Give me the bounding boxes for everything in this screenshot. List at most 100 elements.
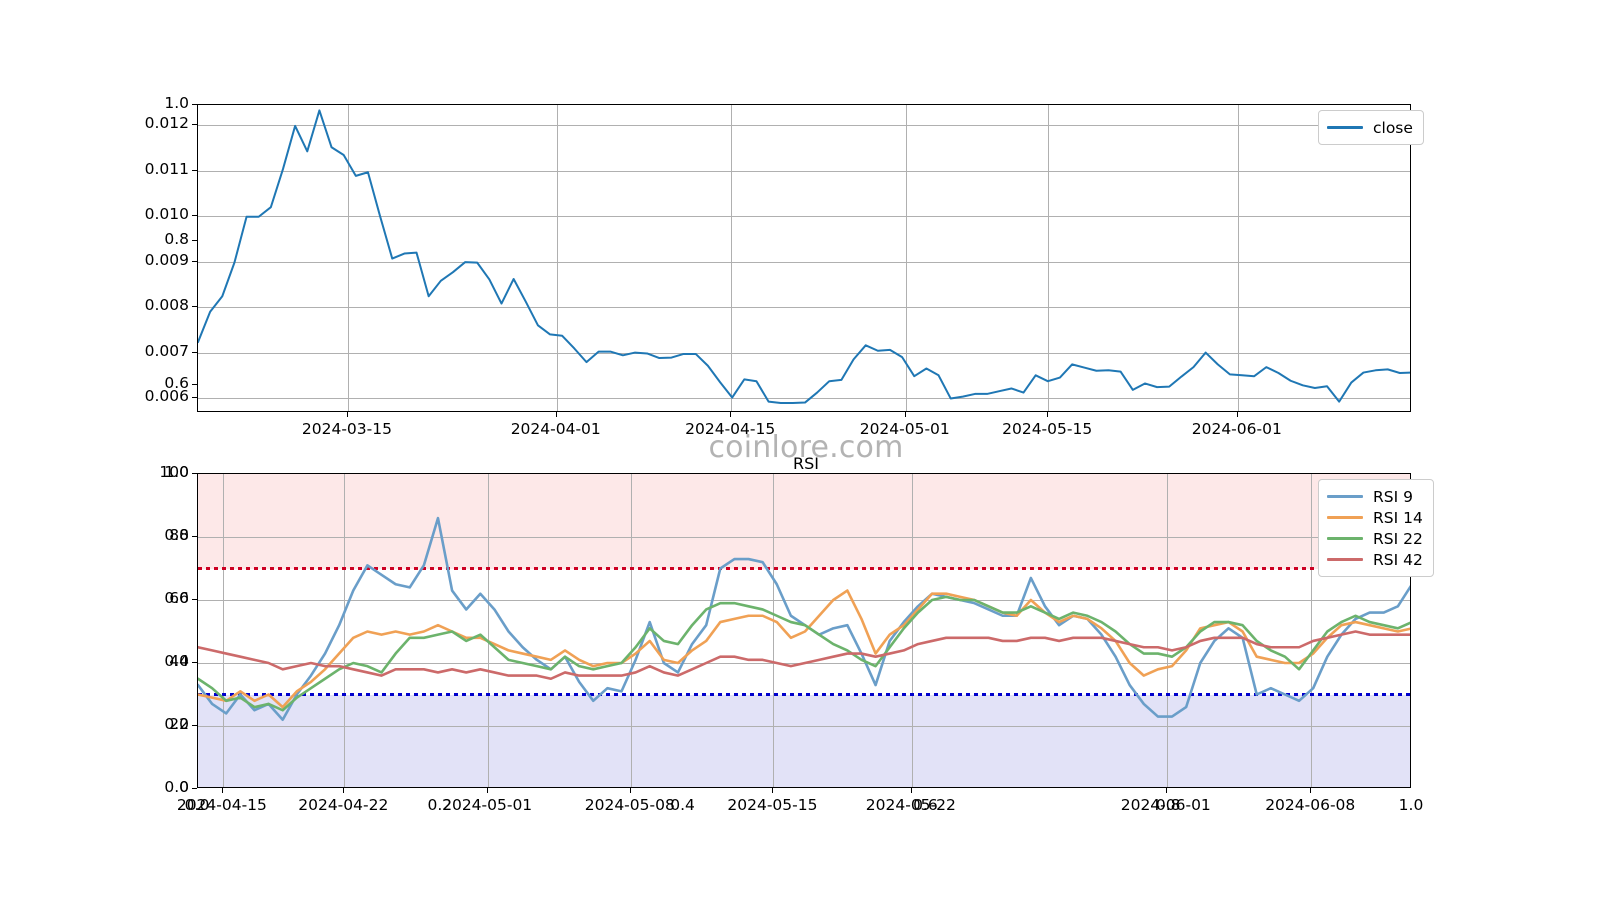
rsi-x-tick-label: 2024-05-22 <box>865 796 956 814</box>
rsi-y-tick-label: 0 <box>179 778 189 796</box>
price-y-tick-label: 0.009 <box>144 250 189 269</box>
rsi-gridline-v <box>631 474 632 787</box>
price-gridline-h <box>198 262 1410 263</box>
rsi-x-tick-label-secondary: 0.2 <box>427 796 453 814</box>
rsi-y-tick-label: 100 <box>159 463 189 481</box>
axis-tick <box>192 215 197 217</box>
price-gridline-h <box>198 216 1410 217</box>
axis-tick <box>1047 412 1049 417</box>
rsi-y-tick-label-secondary: 0.0 <box>164 778 189 796</box>
price-gridline-h <box>198 125 1410 126</box>
rsi-legend-item[interactable]: RSI 22 <box>1327 528 1423 549</box>
price-legend-item[interactable]: close <box>1327 117 1413 138</box>
axis-tick <box>1165 788 1167 793</box>
rsi-x-tick-label: 2024-06-01 <box>1120 796 1211 814</box>
price-gridline-v <box>557 105 558 411</box>
rsi-y-tick-label: 60 <box>169 589 189 607</box>
legend-label: RSI 22 <box>1373 529 1423 548</box>
axis-tick <box>629 788 631 793</box>
axis-tick <box>192 169 197 171</box>
rsi-x-tick-label-secondary: 0.6 <box>913 796 938 814</box>
rsi-legend: RSI 9 RSI 14 RSI 22 RSI 42 <box>1318 479 1434 577</box>
legend-line-swatch-icon <box>1327 558 1363 561</box>
legend-line-swatch-icon <box>1327 495 1363 498</box>
price-x-tick-label: 2024-03-15 <box>301 420 392 438</box>
price-legend: close <box>1318 110 1424 145</box>
rsi-gridline-v <box>1167 474 1168 787</box>
price-series-layer <box>198 109 1410 405</box>
rsi-title: RSI <box>793 454 819 473</box>
axis-tick <box>772 788 774 793</box>
rsi-y-tick-label-secondary: 0.4 <box>164 652 189 670</box>
price-y-tick-label-secondary: 1.0 <box>164 94 189 112</box>
price-x-tick-label: 2024-05-01 <box>859 420 950 438</box>
price-y-tick-label-secondary: 0.8 <box>164 230 189 248</box>
rsi-y-tick-label: 20 <box>169 715 189 733</box>
price-line-close <box>198 109 1410 405</box>
price-gridline-v <box>906 105 907 411</box>
axis-tick <box>555 412 557 417</box>
axis-tick <box>730 412 732 417</box>
rsi-x-tick-label-secondary: 1.0 <box>1398 796 1424 814</box>
rsi-gridline-h <box>198 537 1410 538</box>
rsi-line-rsi-42 <box>198 630 1410 681</box>
rsi-x-tick-label: 2024-05-08 <box>584 796 675 814</box>
axis-tick <box>904 412 906 417</box>
price-chart-panel: 0.006 0.007 0.008 0.009 0.010 0.011 0.012 0.6 0… <box>144 94 1424 438</box>
rsi-x-tick-label-secondary: 0.0 <box>184 796 210 814</box>
price-gridline-v <box>1238 105 1239 411</box>
rsi-line-rsi-22 <box>198 595 1410 712</box>
axis-tick <box>192 788 197 789</box>
axis-tick <box>192 306 197 308</box>
rsi-x-tick-label: 2024-05-15 <box>727 796 818 814</box>
rsi-gridline-v <box>223 474 224 787</box>
rsi-y-tick-label-secondary: 0.2 <box>164 715 189 733</box>
axis-tick <box>343 788 345 793</box>
axis-tick <box>192 240 197 241</box>
axis-tick <box>192 725 197 726</box>
rsi-x-tick-label-secondary: 0.8 <box>1155 796 1181 814</box>
rsi-threshold-band <box>198 474 1410 569</box>
price-gridline-h <box>198 398 1410 399</box>
rsi-gridline-v <box>912 474 913 787</box>
rsi-series-layer <box>198 516 1410 721</box>
rsi-line-rsi-14 <box>198 589 1410 709</box>
price-y-tick-label: 0.011 <box>144 159 189 178</box>
legend-label: RSI 9 <box>1373 487 1413 506</box>
rsi-overbought-line <box>198 567 1410 570</box>
rsi-y-tick-label-secondary: 0.6 <box>164 589 189 607</box>
rsi-y-tick-label-secondary: 0.8 <box>164 526 189 544</box>
price-y-tick-label: 0.008 <box>144 296 189 315</box>
price-y-tick-label: 0.012 <box>144 114 189 133</box>
axis-tick <box>192 473 197 474</box>
price-gridline-v <box>1048 105 1049 411</box>
legend-label: close <box>1373 118 1413 137</box>
rsi-x-tick-label: 2024-06-08 <box>1265 796 1356 814</box>
axis-tick <box>346 412 348 417</box>
watermark: coinlore.com <box>708 430 904 465</box>
rsi-y-tick-label-secondary: 1.0 <box>164 463 189 481</box>
legend-line-swatch-icon <box>1327 126 1363 129</box>
price-x-tick-label: 2024-05-15 <box>1002 420 1093 438</box>
price-x-tick-label: 2024-06-01 <box>1191 420 1282 438</box>
rsi-y-tick-label: 80 <box>169 526 189 544</box>
axis-tick <box>192 260 197 262</box>
rsi-legend-item[interactable]: RSI 9 <box>1327 486 1423 507</box>
rsi-x-tick-label: 2024-04-22 <box>298 796 389 814</box>
legend-label: RSI 14 <box>1373 508 1423 527</box>
axis-tick <box>192 662 197 663</box>
rsi-gridline-v <box>488 474 489 787</box>
price-x-tick-label: 2024-04-01 <box>510 420 601 438</box>
price-x-tick-label: 2024-04-15 <box>685 420 776 438</box>
rsi-gridline-v <box>344 474 345 787</box>
legend-line-swatch-icon <box>1327 537 1363 540</box>
axis-tick <box>192 104 197 105</box>
rsi-oversold-line <box>198 693 1410 696</box>
rsi-x-tick-label: 2024-04-15 <box>176 796 267 814</box>
rsi-line-rsi-9 <box>198 516 1410 721</box>
axis-tick <box>910 788 912 793</box>
rsi-legend-item[interactable]: RSI 14 <box>1327 507 1423 528</box>
rsi-legend-item[interactable]: RSI 42 <box>1327 549 1423 570</box>
